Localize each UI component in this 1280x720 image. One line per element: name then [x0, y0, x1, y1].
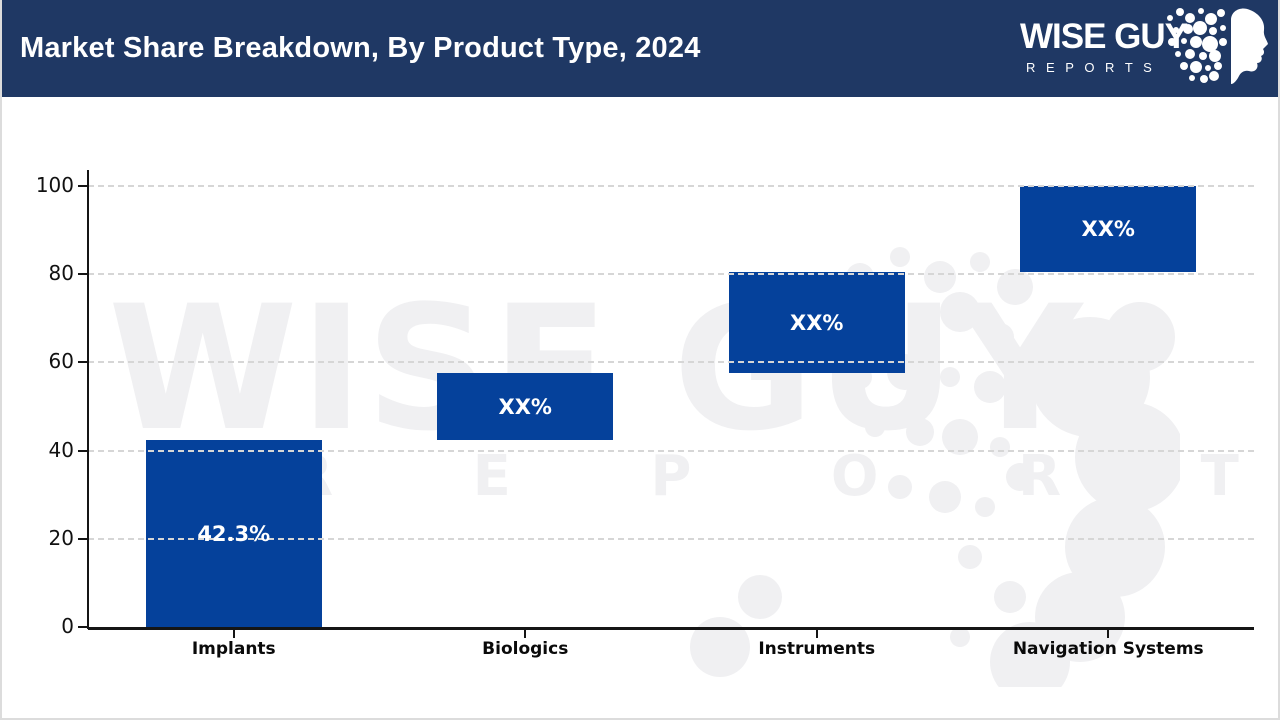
x-category-label: Biologics [482, 639, 569, 659]
chart-area: WISE GUY R E P O R T S 02040608010042.3%… [0, 97, 1280, 720]
x-tick-mark-2 [815, 630, 818, 638]
y-tick-mark-40 [78, 449, 87, 452]
gridline-20 [88, 537, 1254, 540]
logo-face-profile-icon [1231, 7, 1268, 84]
logo-wordmark: WISE GUY [1020, 17, 1188, 56]
y-tick-mark-20 [78, 537, 87, 540]
x-category-label: Navigation Systems [1012, 639, 1204, 659]
bar-biologics [437, 373, 614, 441]
y-tick-label: 80 [48, 261, 74, 286]
y-tick-label: 40 [48, 437, 74, 462]
x-axis-line [88, 627, 1254, 630]
y-tick-mark-80 [78, 273, 87, 276]
y-tick-label: 100 [35, 173, 74, 197]
bar-instruments [728, 271, 905, 374]
gridline-80 [88, 273, 1254, 276]
header-bar: Market Share Breakdown, By Product Type,… [0, 0, 1280, 97]
logo-head-dots-icon [1167, 7, 1227, 83]
y-tick-label: 60 [48, 349, 74, 374]
y-tick-mark-100 [78, 185, 87, 187]
gridline-40 [88, 449, 1254, 452]
y-tick-mark-60 [78, 361, 87, 364]
brand-logo: WISE GUY R E P O R T S [1018, 4, 1270, 94]
y-tick-label: 0 [61, 614, 74, 638]
bar-value-label: 42.3% [197, 521, 271, 546]
gridline-100 [88, 185, 1254, 187]
x-tick-mark-0 [232, 630, 235, 638]
logo-subtext: R E P O R T S [1026, 60, 1155, 75]
y-tick-mark-0 [78, 626, 87, 628]
x-tick-mark-3 [1107, 630, 1110, 638]
x-tick-mark-1 [524, 630, 527, 638]
bar-navigation-systems [1020, 186, 1197, 272]
x-category-label: Instruments [758, 639, 876, 659]
bar-value-label: XX% [498, 394, 552, 419]
bar-implants [145, 440, 322, 627]
y-tick-label: 20 [48, 525, 74, 550]
chart-title: Market Share Breakdown, By Product Type,… [20, 32, 701, 64]
bar-value-label: XX% [1081, 216, 1135, 241]
bar-value-label: XX% [790, 310, 844, 335]
wise-guy-logo-icon: WISE GUY R E P O R T S [1020, 7, 1268, 84]
y-axis-line [87, 170, 89, 629]
x-category-label: Implants [191, 639, 276, 659]
gridline-60 [88, 361, 1254, 364]
watermark-head-dots-icon [690, 247, 1180, 687]
